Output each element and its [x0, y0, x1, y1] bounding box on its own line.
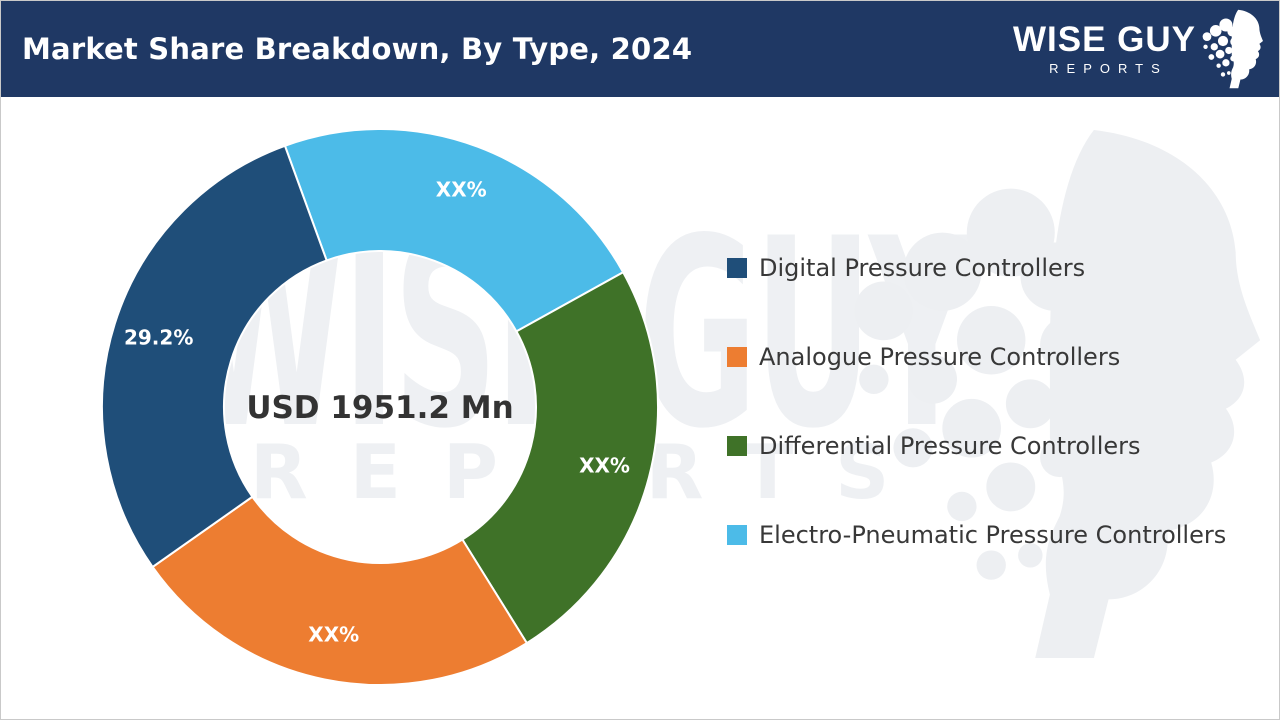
donut-slice-analogue-pressure-controllers — [151, 495, 529, 686]
logo-subtext: REPORTS — [1049, 60, 1168, 76]
legend-item-analogue: Analogue Pressure Controllers — [727, 342, 1226, 372]
legend-label-electro-pneumatic: Electro-Pneumatic Pressure Controllers — [759, 521, 1227, 549]
wise-guy-logo: WISE GUY REPORTS — [1013, 9, 1264, 89]
chart-center-value: USD 1951.2 Mn — [246, 390, 513, 426]
donut-slice-digital-pressure-controllers — [101, 144, 328, 569]
logo-wordmark: WISE GUY — [1012, 19, 1196, 59]
slice-value-label: XX% — [579, 453, 630, 477]
donut-slice-differential-pressure-controllers — [461, 270, 659, 645]
legend-label-digital: Digital Pressure Controllers — [759, 254, 1086, 282]
legend-item-electro-pneumatic: Electro-Pneumatic Pressure Controllers — [727, 520, 1226, 550]
legend-item-digital: Digital Pressure Controllers — [727, 253, 1226, 283]
donut-chart: XX% XX% XX% 29.2% USD 1951.2 Mn — [101, 128, 659, 686]
slice-value-label: XX% — [308, 622, 359, 646]
header-bar: Market Share Breakdown, By Type, 2024 WI… — [0, 0, 1280, 97]
legend-label-differential: Differential Pressure Controllers — [759, 432, 1141, 460]
donut-slice-electro-pneumatic-pressure-controllers — [283, 128, 625, 333]
legend-label-analogue: Analogue Pressure Controllers — [759, 343, 1121, 371]
legend-swatch-electro-pneumatic — [727, 525, 747, 545]
legend-item-differential: Differential Pressure Controllers — [727, 431, 1226, 461]
chart-legend: Digital Pressure Controllers Analogue Pr… — [727, 253, 1226, 550]
legend-swatch-differential — [727, 436, 747, 456]
legend-swatch-digital — [727, 258, 747, 278]
logo-face-icon — [1202, 9, 1263, 88]
chart-area: WISE GUY REPORTS XX%XX%XX%29.2% USD 1951… — [0, 97, 1280, 720]
slice-value-label: XX% — [436, 178, 487, 202]
page-title: Market Share Breakdown, By Type, 2024 — [22, 31, 693, 66]
slice-value-label: 29.2% — [124, 325, 193, 349]
legend-swatch-analogue — [727, 347, 747, 367]
